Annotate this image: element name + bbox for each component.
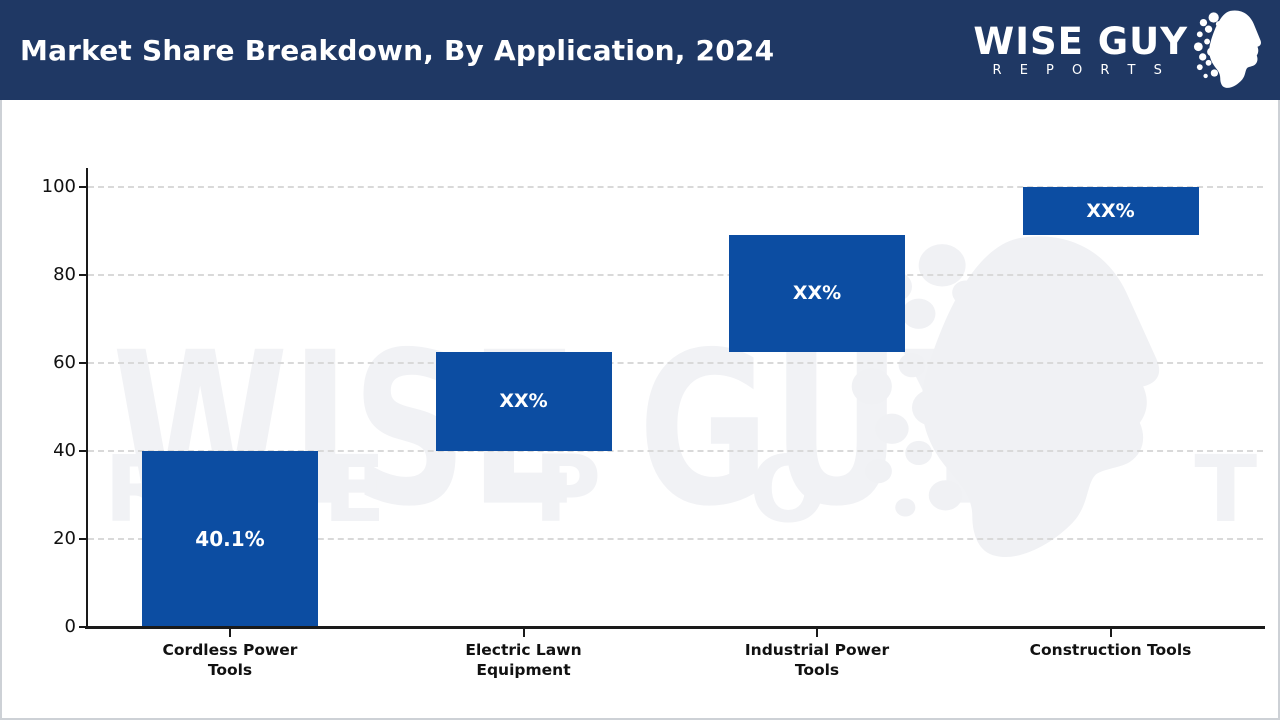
x-category-label: Cordless Power Tools (162, 641, 298, 679)
grid-line (88, 450, 1263, 452)
y-tick-label: 40 (53, 440, 76, 461)
header-bar: Market Share Breakdown, By Application, … (0, 0, 1280, 100)
x-category-label: Industrial Power Tools (744, 641, 890, 679)
y-tick-label: 60 (53, 352, 76, 373)
y-axis-tick (79, 450, 87, 452)
logo-subtitle: R E P O R T S (992, 63, 1169, 78)
x-axis-line (85, 626, 1265, 629)
x-category-label: Construction Tools (1029, 641, 1192, 659)
y-axis-tick (79, 274, 87, 276)
bar: XX% (1022, 187, 1199, 235)
x-category-label: Electric Lawn Equipment (465, 641, 582, 679)
x-axis-tick (816, 629, 818, 637)
grid-line (88, 362, 1263, 364)
bar: XX% (729, 234, 905, 352)
x-axis-tick (229, 629, 231, 637)
x-axis-tick (522, 629, 525, 637)
grid-line (88, 538, 1263, 540)
bar-value-label: XX% (792, 282, 842, 305)
waterfall-chart: 0 20 40 60 80 100 40.1% Cordless Power Tools XX% E… (0, 100, 1280, 720)
y-tick-label: 100 (41, 176, 76, 197)
x-axis-tick (1109, 629, 1112, 637)
bar-value-label: 40.1% (195, 526, 265, 551)
bar: XX% (435, 352, 612, 451)
logo-text: WISE GUY R E P O R T S (973, 20, 1188, 79)
page-title: Market Share Breakdown, By Application, … (20, 33, 775, 67)
y-tick-label: 0 (64, 616, 76, 637)
logo-wordmark: WISE GUY (973, 20, 1188, 63)
y-tick-label: 80 (53, 264, 76, 285)
grid-line (88, 274, 1263, 276)
bar-value-label: XX% (499, 390, 548, 413)
y-axis-tick (79, 626, 87, 628)
logo-head-profile-icon (1193, 10, 1261, 88)
y-axis-tick (79, 362, 87, 364)
y-axis-tick (79, 538, 87, 540)
y-tick-label: 20 (53, 528, 76, 549)
grid-line (88, 186, 1263, 188)
y-axis-line (86, 168, 88, 628)
bar-value-label: XX% (1086, 199, 1135, 222)
bar: 40.1% (142, 450, 318, 627)
y-axis-tick (79, 186, 87, 188)
wise-guy-reports-logo: WISE GUY R E P O R T S (973, 8, 1266, 92)
